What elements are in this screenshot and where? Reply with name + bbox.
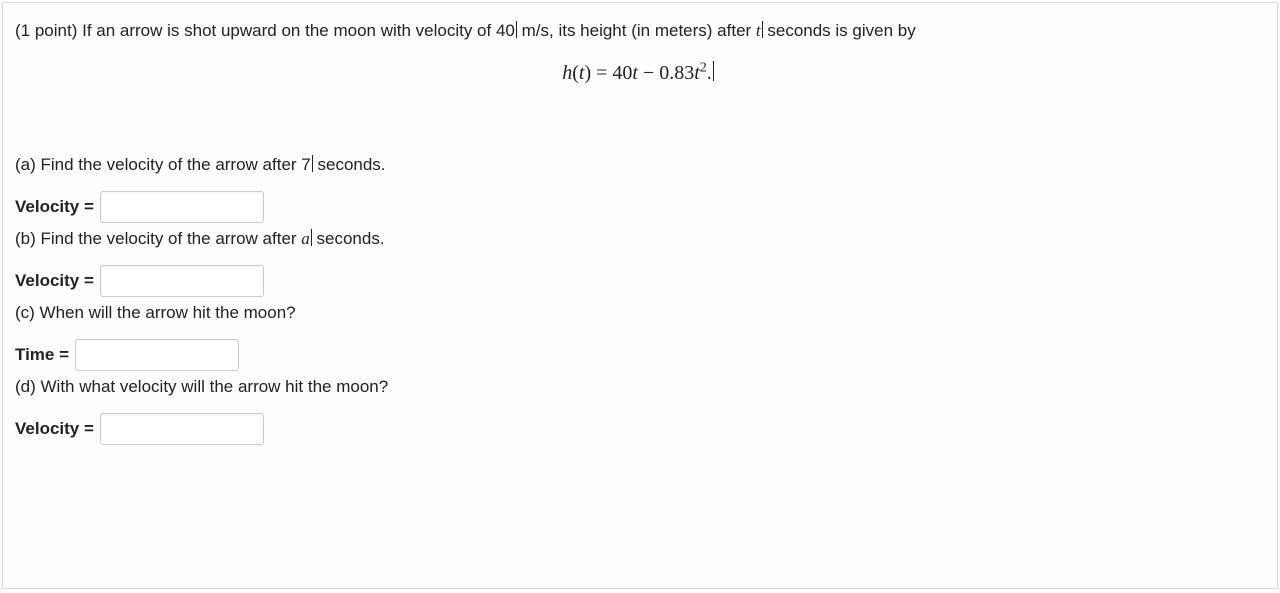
part-a-answer-line: Velocity = [15, 191, 1261, 223]
velocity-value: 40 [496, 21, 515, 40]
part-c-input[interactable] [75, 339, 239, 371]
part-a-before: Find the velocity of the arrow after [41, 155, 302, 174]
part-a-prompt: (a) Find the velocity of the arrow after… [15, 155, 1261, 175]
formula-arg: t [579, 62, 585, 84]
part-b-label: (b) [15, 229, 41, 248]
formula-coef2: 0.83 [659, 62, 694, 84]
part-d-prompt: (d) With what velocity will the arrow hi… [15, 377, 1261, 397]
part-d-answer-label: Velocity = [15, 419, 94, 439]
part-b-answer-label: Velocity = [15, 271, 94, 291]
problem-container: (1 point) If an arrow is shot upward on … [2, 2, 1278, 589]
formula-period: . [707, 62, 712, 84]
points-label: (1 point) [15, 21, 82, 40]
formula-minus: − [638, 62, 659, 84]
text-cursor-3 [713, 61, 714, 81]
part-a-after: seconds. [313, 155, 386, 174]
part-b-input[interactable] [100, 265, 264, 297]
intro-text-3: seconds is given by [763, 21, 916, 40]
intro-text-2: m/s, its height (in meters) after [517, 21, 756, 40]
part-b-after: seconds. [312, 229, 385, 248]
part-d-answer-line: Velocity = [15, 413, 1261, 445]
part-d-input[interactable] [100, 413, 264, 445]
part-b-prompt: (b) Find the velocity of the arrow after… [15, 229, 1261, 249]
formula-coef1: 40 [612, 62, 632, 84]
formula-fn: h [562, 62, 572, 84]
height-formula: h(t) = 40t − 0.83t2. [15, 61, 1261, 85]
part-d-text: With what velocity will the arrow hit th… [41, 377, 389, 396]
part-a-answer-label: Velocity = [15, 197, 94, 217]
part-a-num: 7 [301, 155, 310, 174]
part-c-text: When will the arrow hit the moon? [40, 303, 296, 322]
problem-statement: (1 point) If an arrow is shot upward on … [15, 19, 1261, 43]
part-d-label: (d) [15, 377, 41, 396]
intro-text-1: If an arrow is shot upward on the moon w… [82, 21, 496, 40]
part-a-label: (a) [15, 155, 41, 174]
part-c-answer-line: Time = [15, 339, 1261, 371]
part-a-input[interactable] [100, 191, 264, 223]
part-b-answer-line: Velocity = [15, 265, 1261, 297]
time-variable: t [756, 21, 761, 40]
formula-exp: 2 [700, 60, 707, 75]
part-b-var: a [301, 229, 310, 248]
part-b-before: Find the velocity of the arrow after [41, 229, 302, 248]
formula-eq: = [591, 62, 612, 84]
part-c-answer-label: Time = [15, 345, 69, 365]
part-c-prompt: (c) When will the arrow hit the moon? [15, 303, 1261, 323]
part-c-label: (c) [15, 303, 40, 322]
